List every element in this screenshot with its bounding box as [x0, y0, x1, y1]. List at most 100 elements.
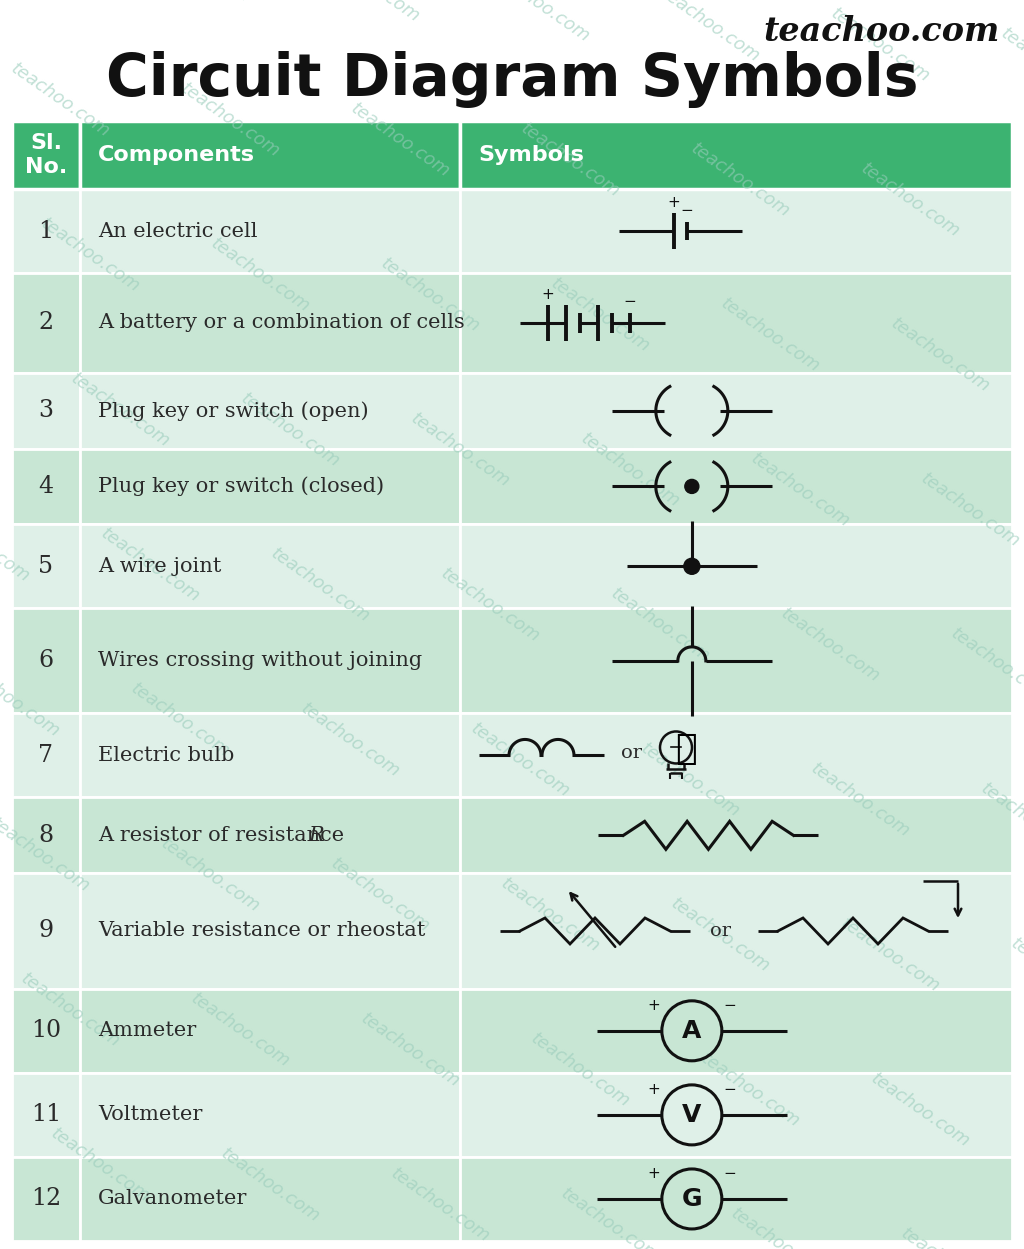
Text: teachoo.com: teachoo.com [408, 410, 513, 491]
Text: teachoo.com: teachoo.com [687, 139, 793, 221]
Bar [12, 608, 80, 713]
Text: −: − [681, 204, 693, 219]
Text: Voltmeter: Voltmeter [98, 1105, 203, 1124]
Text: R: R [308, 826, 324, 844]
Bar [12, 1073, 80, 1157]
Text: 2: 2 [39, 311, 53, 335]
Text: +: + [647, 1167, 659, 1182]
Text: teachoo.com: teachoo.com [717, 295, 823, 376]
Text: teachoo.com: teachoo.com [387, 1164, 493, 1245]
Text: teachoo.com: teachoo.com [37, 215, 143, 296]
Text: −: − [624, 294, 636, 309]
Text: teachoo.com: teachoo.com [187, 989, 293, 1070]
Bar [12, 448, 80, 525]
Bar [80, 873, 460, 989]
Text: teachoo.com: teachoo.com [177, 79, 283, 161]
Text: teachoo.com: teachoo.com [487, 0, 593, 46]
Text: teachoo.com: teachoo.com [147, 0, 253, 6]
Bar [460, 525, 1012, 608]
Text: teachoo.com: teachoo.com [0, 350, 3, 431]
Text: Wires crossing without joining: Wires crossing without joining [98, 652, 422, 671]
Bar [460, 121, 1012, 189]
Text: teachoo.com: teachoo.com [607, 585, 713, 666]
Text: teachoo.com: teachoo.com [7, 59, 113, 141]
Text: teachoo.com: teachoo.com [467, 719, 572, 801]
Text: Variable resistance or rheostat: Variable resistance or rheostat [98, 922, 425, 940]
Bar [12, 525, 80, 608]
Bar [12, 989, 80, 1073]
Text: 7: 7 [39, 744, 53, 767]
Text: teachoo.com: teachoo.com [217, 1144, 323, 1225]
Text: Plug key or switch (open): Plug key or switch (open) [98, 401, 369, 421]
Text: 💡: 💡 [675, 732, 696, 767]
Bar [80, 1157, 460, 1242]
Text: A battery or a combination of cells: A battery or a combination of cells [98, 313, 465, 332]
Text: teachoo.com: teachoo.com [517, 119, 623, 201]
Bar [12, 713, 80, 798]
Bar [12, 274, 80, 373]
Text: Galvanometer: Galvanometer [98, 1189, 248, 1209]
Text: A wire joint: A wire joint [98, 557, 221, 576]
Text: 5: 5 [39, 555, 53, 578]
Text: 3: 3 [39, 400, 53, 422]
Text: teachoo.com: teachoo.com [764, 15, 1000, 47]
Text: +: + [668, 195, 680, 210]
Text: teachoo.com: teachoo.com [0, 505, 33, 586]
Bar [80, 1073, 460, 1157]
Text: A: A [682, 1019, 701, 1043]
Text: teachoo.com: teachoo.com [897, 1224, 1002, 1249]
Text: teachoo.com: teachoo.com [547, 275, 653, 356]
Text: A resistor of resistance: A resistor of resistance [98, 826, 351, 844]
Text: teachoo.com: teachoo.com [977, 779, 1024, 861]
Text: Electric bulb: Electric bulb [98, 746, 234, 764]
Text: teachoo.com: teachoo.com [238, 390, 343, 471]
Text: teachoo.com: teachoo.com [1008, 934, 1024, 1015]
Bar [460, 189, 1012, 274]
Text: 11: 11 [31, 1103, 61, 1127]
Circle shape [684, 558, 699, 575]
Text: 6: 6 [39, 649, 53, 672]
Text: −: − [724, 1082, 736, 1097]
Bar [460, 713, 1012, 798]
Text: teachoo.com: teachoo.com [377, 255, 483, 336]
Text: teachoo.com: teachoo.com [748, 450, 853, 531]
Text: teachoo.com: teachoo.com [297, 699, 402, 781]
Text: teachoo.com: teachoo.com [657, 0, 763, 66]
Text: G: G [682, 1187, 702, 1212]
Text: An electric cell: An electric cell [98, 221, 257, 241]
Text: teachoo.com: teachoo.com [97, 525, 203, 606]
Text: teachoo.com: teachoo.com [347, 99, 453, 181]
Text: teachoo.com: teachoo.com [857, 159, 963, 241]
Bar [460, 1073, 1012, 1157]
Text: teachoo.com: teachoo.com [127, 679, 232, 761]
Text: teachoo.com: teachoo.com [157, 834, 263, 916]
Text: teachoo.com: teachoo.com [697, 1049, 803, 1130]
Bar [80, 121, 460, 189]
Bar [460, 448, 1012, 525]
Text: teachoo.com: teachoo.com [867, 1069, 973, 1150]
Text: teachoo.com: teachoo.com [777, 605, 883, 686]
Text: teachoo.com: teachoo.com [807, 759, 912, 841]
Text: Ammeter: Ammeter [98, 1022, 197, 1040]
Text: teachoo.com: teachoo.com [47, 1124, 153, 1205]
Text: teachoo.com: teachoo.com [267, 545, 373, 626]
Text: 10: 10 [31, 1019, 61, 1043]
Bar [80, 713, 460, 798]
Bar [80, 189, 460, 274]
Bar [80, 448, 460, 525]
Text: Components: Components [98, 145, 255, 165]
Text: teachoo.com: teachoo.com [578, 430, 683, 511]
Bar [460, 798, 1012, 873]
Text: Plug key or switch (closed): Plug key or switch (closed) [98, 477, 384, 496]
Text: 4: 4 [39, 475, 53, 498]
Text: −: − [724, 1167, 736, 1182]
Bar [80, 608, 460, 713]
Text: or: or [710, 922, 731, 940]
Bar [460, 873, 1012, 989]
Bar [80, 373, 460, 448]
Text: 1: 1 [39, 220, 53, 242]
Text: 9: 9 [39, 919, 53, 943]
Bar [460, 1157, 1012, 1242]
Text: teachoo.com: teachoo.com [827, 4, 933, 86]
Text: teachoo.com: teachoo.com [918, 470, 1023, 551]
